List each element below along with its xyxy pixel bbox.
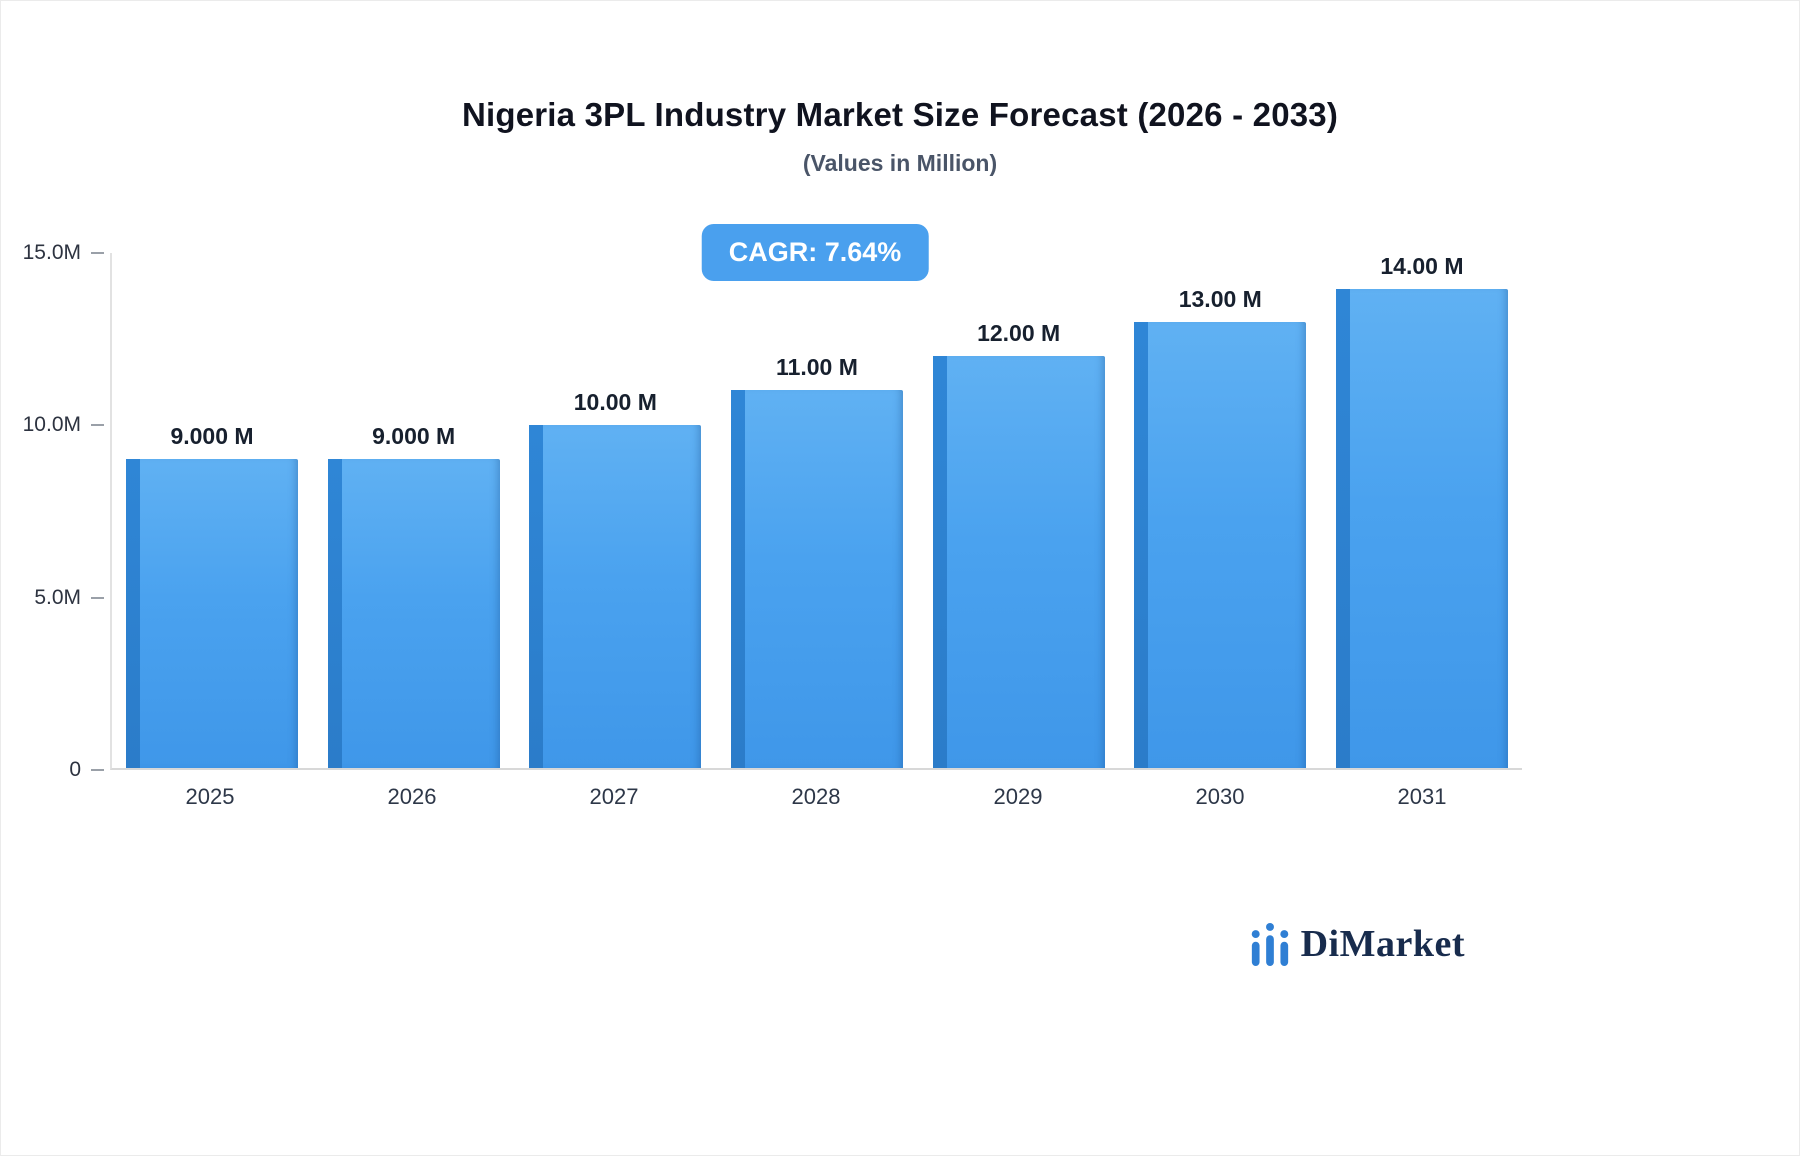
y-tick-mark [91, 769, 104, 771]
chart-subtitle: (Values in Million) [802, 150, 998, 176]
y-axis-tick: 0 [69, 758, 110, 782]
y-tick-label: 5.0M [34, 585, 81, 609]
bar-value-label: 11.00 M [776, 354, 858, 381]
bar-group: 13.00 M [1134, 253, 1307, 768]
x-axis-labels: 2025 2026 2027 2028 2029 2030 2031 [110, 784, 1522, 810]
x-axis-label: 2026 [387, 784, 437, 809]
x-axis-label: 2029 [993, 784, 1043, 809]
x-axis-label: 2031 [1397, 784, 1447, 809]
bar-chart-icon [1251, 922, 1288, 966]
bar [932, 356, 1105, 768]
y-axis-tick: 15.0M [23, 241, 110, 265]
chart-title: Nigeria 3PL Industry Market Size Forecas… [461, 96, 1339, 133]
bar-group: 14.00 M [1335, 253, 1508, 768]
bar-value-label: 10.00 M [573, 388, 657, 415]
bar-3d-side [529, 424, 544, 768]
bar-3d-side [1335, 289, 1350, 768]
bar-group: 12.00 M [932, 253, 1105, 768]
y-tick-mark [91, 424, 104, 427]
bar-3d-side [932, 356, 947, 768]
bar-value-label: 14.00 M [1380, 253, 1464, 279]
x-axis-label: 2025 [185, 784, 235, 809]
bar [730, 390, 903, 768]
y-tick-mark [91, 252, 104, 254]
bar [126, 459, 298, 768]
y-tick-mark [91, 596, 104, 599]
y-tick-label: 10.0M [22, 413, 81, 437]
bar [529, 424, 702, 768]
plot-area: 9.000 M 9.000 M 10.00 M 11.00 M 12.00 M 13.00… [110, 253, 1522, 770]
y-axis-tick: 5.0M [34, 586, 110, 610]
bar-value-label: 9.000 M [372, 423, 456, 449]
bar-value-label: 9.000 M [170, 423, 254, 449]
bar-group: 11.00 M [730, 253, 903, 768]
x-axis-label: 2030 [1195, 784, 1245, 809]
y-tick-label: 15.0M [22, 241, 81, 264]
bar-3d-side [1134, 321, 1149, 768]
bar [1335, 289, 1508, 768]
bar-value-label: 12.00 M [977, 320, 1061, 346]
cagr-badge: CAGR: 7.64% [701, 224, 929, 281]
dimarket-logo: DiMarket [1249, 922, 1465, 966]
x-axis-label: 2028 [791, 784, 841, 809]
bar-3d-side [730, 390, 745, 768]
bar-value-label: 13.00 M [1178, 285, 1262, 312]
y-axis: 0 5.0M 10.0M 15.0M [0, 241, 110, 781]
y-axis-tick: 10.0M [23, 413, 110, 437]
bar-group: 9.000 M [126, 253, 298, 768]
y-tick-label: 0 [69, 758, 81, 781]
bar-3d-side [126, 459, 140, 768]
bar-group: 10.00 M [529, 253, 702, 768]
bar [1134, 321, 1307, 768]
bar-3d-side [327, 459, 342, 768]
bar [327, 459, 500, 768]
x-axis-label: 2027 [589, 784, 639, 809]
logo-text: DiMarket [1300, 923, 1465, 965]
bar-group: 9.000 M [327, 253, 500, 768]
